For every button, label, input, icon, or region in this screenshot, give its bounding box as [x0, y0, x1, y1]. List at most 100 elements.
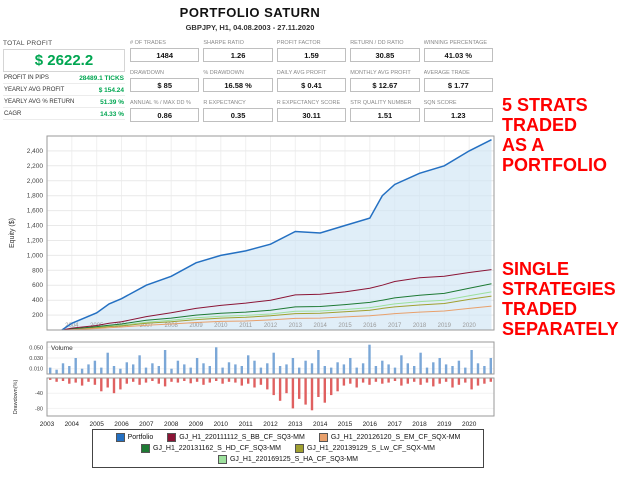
svg-text:-40: -40 — [35, 391, 43, 397]
annotation-singles: SINGLE STRATEGIES TRADED SEPARATELY — [502, 259, 619, 340]
svg-text:2020: 2020 — [463, 323, 477, 329]
summary-row-label: CAGR — [4, 111, 22, 117]
stat-cell: AVERAGE TRADE $ 1.77 — [423, 70, 493, 92]
svg-text:2007: 2007 — [139, 421, 154, 428]
summary-row-value: 14.33 % — [100, 110, 124, 118]
stat-label: WINNING PERCENTAGE — [423, 40, 488, 46]
svg-text:2011: 2011 — [239, 421, 253, 428]
svg-text:2,200: 2,200 — [27, 163, 44, 170]
legend-label: GJ_H1_220111112_S_BB_CF_SQ3-MM — [179, 434, 305, 441]
legend-swatch — [167, 433, 177, 442]
svg-text:2017: 2017 — [387, 421, 402, 428]
stat-cell: ANNUAL % / MAX DD % 0.86 — [130, 100, 200, 122]
stat-value: 1484 — [130, 48, 200, 62]
stat-value: 30.11 — [276, 108, 347, 122]
svg-text:0.030: 0.030 — [29, 356, 43, 362]
svg-text:2012: 2012 — [264, 323, 278, 329]
equity-chart[interactable]: 200 400 600 800 1,000 1,200 1,400 1,600 1,800 2,0… — [2, 130, 499, 430]
svg-text:2007: 2007 — [140, 323, 154, 329]
summary-row-label: PROFIT IN PIPS — [4, 75, 49, 81]
legend-swatch — [141, 444, 151, 453]
svg-text:2004: 2004 — [65, 323, 79, 329]
svg-text:2009: 2009 — [189, 323, 203, 329]
legend-item: Portfolio — [115, 433, 154, 442]
svg-text:1,000: 1,000 — [27, 252, 44, 259]
legend-label: GJ_H1_220131162_S_HD_CF_SQ3-MM — [153, 445, 281, 452]
svg-text:2003: 2003 — [40, 421, 55, 428]
svg-text:-80: -80 — [35, 406, 43, 412]
stat-cell: SQN SCORE 1.23 — [423, 100, 493, 122]
legend-label: Portfolio — [127, 434, 154, 441]
svg-text:2014: 2014 — [313, 421, 328, 428]
svg-text:2015: 2015 — [338, 421, 353, 428]
stat-cell: R EXPECTANCY SCORE 30.11 — [276, 100, 347, 122]
svg-text:2018: 2018 — [412, 421, 427, 428]
svg-text:2011: 2011 — [239, 323, 253, 329]
stat-value: 0.86 — [130, 108, 200, 122]
svg-text:2012: 2012 — [263, 421, 278, 428]
report-header: PORTFOLIO SATURN GBPJPY, H1, 04.08.2003 … — [120, 5, 380, 32]
svg-text:2010: 2010 — [214, 421, 229, 428]
svg-text:2005: 2005 — [89, 421, 104, 428]
svg-text:2009: 2009 — [189, 421, 204, 428]
stat-value: 1.26 — [203, 48, 273, 62]
stat-value: 1.23 — [423, 108, 493, 122]
svg-text:200: 200 — [32, 312, 43, 319]
total-profit-label: TOTAL PROFIT — [3, 40, 53, 47]
stat-label: RETURN / DD RATIO — [350, 40, 404, 46]
stat-cell: SHARPE RATIO 1.26 — [203, 40, 273, 62]
stat-cell: MONTHLY AVG PROFIT $ 12.67 — [350, 70, 420, 92]
stat-cell: % DRAWDOWN 16.58 % — [203, 70, 273, 92]
legend-swatch — [294, 444, 304, 453]
svg-text:2016: 2016 — [363, 421, 378, 428]
svg-text:1,400: 1,400 — [27, 223, 44, 230]
stat-value: 16.58 % — [203, 78, 273, 92]
stat-label: MONTHLY AVG PROFIT — [350, 70, 411, 76]
stat-value: $ 0.41 — [276, 78, 347, 92]
stat-value: $ 85 — [130, 78, 200, 92]
legend-label: GJ_H1_220169125_S_HA_CF_SQ3-MM — [229, 456, 358, 463]
stat-value: 1.59 — [276, 48, 347, 62]
svg-text:2008: 2008 — [164, 421, 179, 428]
legend-item: GJ_H1_220111112_S_BB_CF_SQ3-MM — [167, 433, 305, 442]
legend-item: GJ_H1_220169125_S_HA_CF_SQ3-MM — [217, 455, 358, 464]
total-profit-value: $ 2622.2 — [3, 49, 125, 72]
summary-row: YEARLY AVG % RETURN 51.39 % — [3, 96, 125, 108]
page-subtitle: GBPJPY, H1, 04.08.2003 - 27.11.2020 — [185, 23, 315, 32]
svg-text:1,600: 1,600 — [27, 208, 44, 215]
stat-label: PROFIT FACTOR — [276, 40, 321, 46]
stat-label: R EXPECTANCY SCORE — [276, 100, 341, 106]
stat-cell: RETURN / DD RATIO 30.85 — [350, 40, 420, 62]
legend-item: GJ_H1_220126120_S_EM_CF_SQX-MM — [318, 433, 460, 442]
stat-label: SQN SCORE — [423, 100, 457, 106]
summary-row: YEARLY AVG PROFIT $ 154.24 — [3, 84, 125, 96]
annotation-portfolio: 5 STRATS TRADED AS A PORTFOLIO — [502, 95, 607, 176]
statistics-grid: # OF TRADES 1484 SHARPE RATIO 1.26 PROFI… — [130, 40, 493, 122]
svg-text:2013: 2013 — [288, 421, 303, 428]
svg-text:2010: 2010 — [214, 323, 228, 329]
svg-text:1,800: 1,800 — [27, 193, 44, 200]
svg-text:2005: 2005 — [90, 323, 104, 329]
summary-row: PROFIT IN PIPS 28489.1 TICKS — [3, 72, 125, 84]
summary-row-value: 28489.1 TICKS — [79, 74, 124, 82]
svg-text:2008: 2008 — [165, 323, 179, 329]
legend-label: GJ_H1_220139129_S_Lw_CF_SQX-MM — [306, 445, 435, 452]
legend-swatch — [318, 433, 328, 442]
stat-label: STR QUALITY NUMBER — [350, 100, 412, 106]
svg-text:2006: 2006 — [114, 421, 129, 428]
svg-text:Volume: Volume — [51, 345, 73, 352]
svg-text:0.010: 0.010 — [29, 367, 43, 373]
stat-cell: PROFIT FACTOR 1.59 — [276, 40, 347, 62]
legend-swatch — [217, 455, 227, 464]
profit-summary-rows: PROFIT IN PIPS 28489.1 TICKS YEARLY AVG … — [3, 72, 125, 120]
svg-text:2020: 2020 — [462, 421, 477, 428]
summary-row: CAGR 14.33 % — [3, 108, 125, 120]
page-title: PORTFOLIO SATURN — [179, 5, 321, 20]
stat-cell: # OF TRADES 1484 — [130, 40, 200, 62]
svg-text:800: 800 — [32, 267, 43, 274]
stat-label: % DRAWDOWN — [203, 70, 244, 76]
stat-label: DRAWDOWN — [130, 70, 165, 76]
svg-text:2019: 2019 — [437, 421, 452, 428]
svg-text:2015: 2015 — [338, 323, 352, 329]
svg-text:1,200: 1,200 — [27, 238, 44, 245]
